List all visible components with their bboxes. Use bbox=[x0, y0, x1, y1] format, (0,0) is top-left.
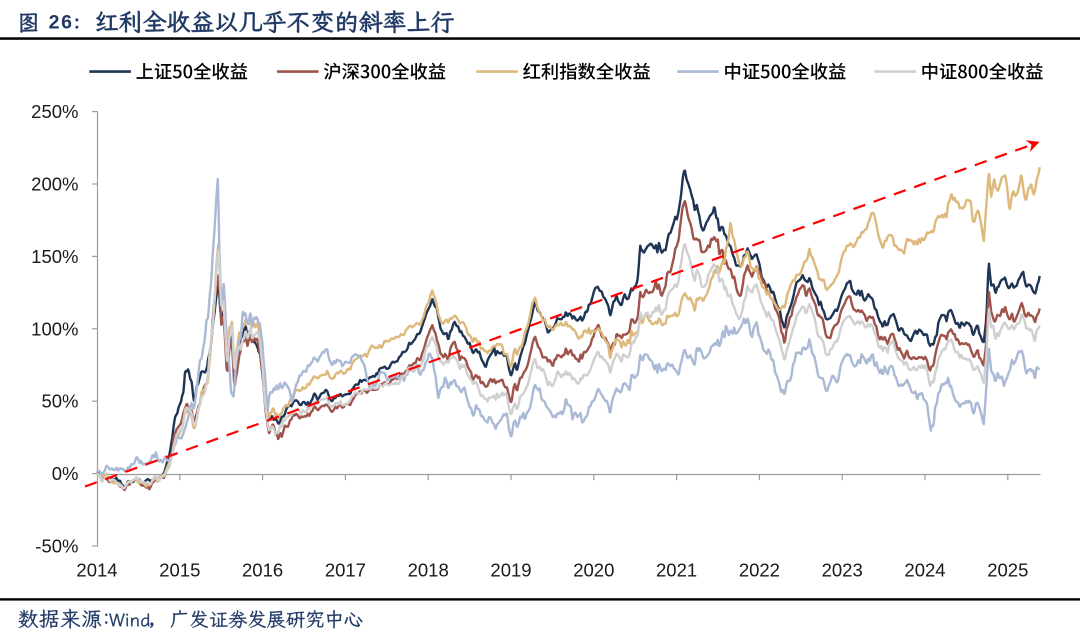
svg-text:2018: 2018 bbox=[408, 560, 449, 581]
svg-text:2024: 2024 bbox=[904, 560, 945, 581]
svg-text:2025: 2025 bbox=[987, 560, 1028, 581]
svg-text:2022: 2022 bbox=[739, 560, 780, 581]
svg-text:200%: 200% bbox=[31, 174, 78, 195]
svg-text:2017: 2017 bbox=[325, 560, 366, 581]
svg-text:2021: 2021 bbox=[656, 560, 697, 581]
svg-text:26:: 26: bbox=[49, 11, 82, 33]
svg-text:2019: 2019 bbox=[490, 560, 531, 581]
svg-text:2015: 2015 bbox=[159, 560, 200, 581]
svg-text:0%: 0% bbox=[52, 463, 79, 484]
svg-text:2016: 2016 bbox=[242, 560, 283, 581]
svg-text:150%: 150% bbox=[31, 246, 78, 267]
svg-text:2023: 2023 bbox=[822, 560, 863, 581]
svg-text:100%: 100% bbox=[31, 318, 78, 339]
svg-text:250%: 250% bbox=[31, 101, 78, 122]
svg-text:50%: 50% bbox=[41, 391, 78, 412]
svg-text:-50%: -50% bbox=[35, 536, 78, 557]
svg-text:2014: 2014 bbox=[76, 560, 117, 581]
svg-text:2020: 2020 bbox=[573, 560, 614, 581]
